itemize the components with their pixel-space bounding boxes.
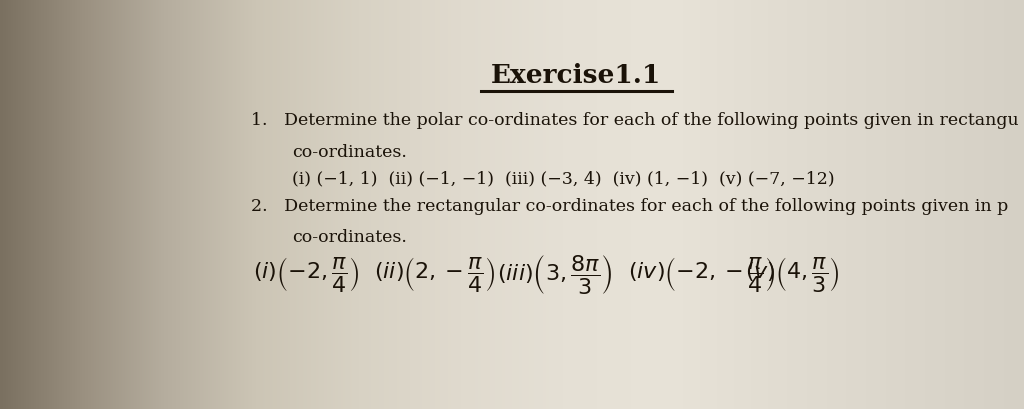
Text: $\mathit{(ii)}\left(2,-\dfrac{\pi}{4}\right)$: $\mathit{(ii)}\left(2,-\dfrac{\pi}{4}\ri… <box>374 255 496 294</box>
Text: $\mathit{(v)}\left(4,\dfrac{\pi}{3}\right)$: $\mathit{(v)}\left(4,\dfrac{\pi}{3}\righ… <box>745 255 841 294</box>
Text: co-ordinates.: co-ordinates. <box>292 144 408 160</box>
Text: $\mathit{(i)}\left(-2,\dfrac{\pi}{4}\right)$: $\mathit{(i)}\left(-2,\dfrac{\pi}{4}\rig… <box>253 255 359 294</box>
Text: 1.   Determine the polar co-ordinates for each of the following points given in : 1. Determine the polar co-ordinates for … <box>251 112 1019 129</box>
Text: $\mathit{(iii)}\left(3,\dfrac{8\pi}{3}\right)$: $\mathit{(iii)}\left(3,\dfrac{8\pi}{3}\r… <box>497 253 612 296</box>
Text: $\mathit{(iv)}\left(-2,-\dfrac{\pi}{4}\right)$: $\mathit{(iv)}\left(-2,-\dfrac{\pi}{4}\r… <box>628 255 775 294</box>
Text: (i) (−1, 1)  (ii) (−1, −1)  (iii) (−3, 4)  (iv) (1, −1)  (v) (−7, −12): (i) (−1, 1) (ii) (−1, −1) (iii) (−3, 4) … <box>292 170 835 187</box>
Text: Exercise1.1: Exercise1.1 <box>492 63 662 88</box>
Text: 2.   Determine the rectangular co-ordinates for each of the following points giv: 2. Determine the rectangular co-ordinate… <box>251 197 1009 214</box>
Text: co-ordinates.: co-ordinates. <box>292 229 408 245</box>
